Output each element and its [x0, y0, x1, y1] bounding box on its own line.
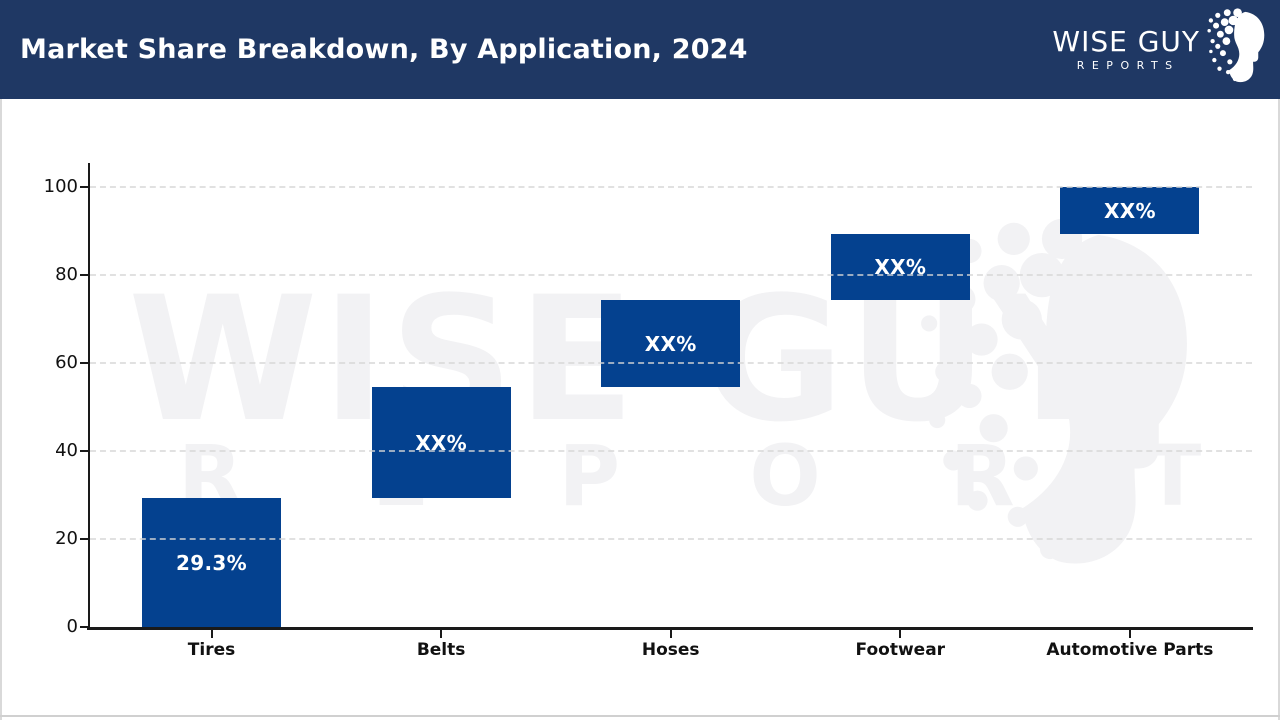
- x-category-label: Footwear: [855, 640, 946, 660]
- page-border-bottom: [0, 715, 1280, 717]
- page-border-left: [0, 99, 2, 720]
- gridline: [90, 538, 1252, 540]
- x-tick-mark: [210, 630, 213, 638]
- x-axis-line: [87, 627, 1253, 630]
- y-tick-label: 0: [66, 616, 78, 637]
- wiseguy-face-icon: [1204, 7, 1266, 93]
- y-tick-mark: [80, 450, 88, 452]
- bar-value-label: XX%: [1104, 198, 1156, 223]
- bar-value-label: XX%: [644, 331, 697, 356]
- page-border-right: [1278, 99, 1280, 720]
- bar: XX%: [601, 300, 741, 388]
- wiseguy-logo: WISE GUY REPORTS: [1052, 7, 1266, 93]
- bar: XX%: [1060, 187, 1200, 235]
- bar-value-label: 29.3%: [176, 550, 247, 575]
- x-category-label: Hoses: [641, 640, 700, 660]
- gridline: [90, 186, 1252, 188]
- x-category-label: Automotive Parts: [1046, 640, 1214, 660]
- x-tick-mark: [899, 630, 902, 638]
- header-bar: Market Share Breakdown, By Application, …: [0, 0, 1280, 99]
- bar: XX%: [830, 234, 970, 301]
- y-tick-label: 100: [43, 176, 78, 197]
- y-tick-mark: [80, 626, 88, 628]
- x-tick-mark: [1128, 630, 1131, 638]
- gridline: [90, 450, 1252, 452]
- y-tick-label: 60: [55, 352, 78, 373]
- x-category-label: Tires: [187, 640, 236, 660]
- y-tick-mark: [80, 186, 88, 188]
- logo-wordmark: WISE GUY: [1052, 25, 1200, 59]
- y-tick-mark: [80, 538, 88, 540]
- x-tick-mark: [669, 630, 672, 638]
- bar: 29.3%: [142, 498, 281, 627]
- logo-subtext: REPORTS: [1076, 58, 1180, 72]
- bar: XX%: [371, 387, 511, 499]
- y-tick-mark: [80, 362, 88, 364]
- x-tick-mark: [440, 630, 443, 638]
- x-category-label: Belts: [416, 640, 466, 660]
- y-tick-mark: [80, 274, 88, 276]
- y-tick-label: 80: [55, 264, 78, 285]
- y-axis-line: [88, 163, 90, 629]
- y-tick-label: 40: [55, 440, 78, 461]
- gridline: [90, 274, 1252, 276]
- page-title: Market Share Breakdown, By Application, …: [20, 34, 748, 65]
- wiseguy-logo-text: WISE GUY REPORTS: [1052, 25, 1200, 72]
- y-tick-label: 20: [55, 528, 78, 549]
- gridline: [90, 362, 1252, 364]
